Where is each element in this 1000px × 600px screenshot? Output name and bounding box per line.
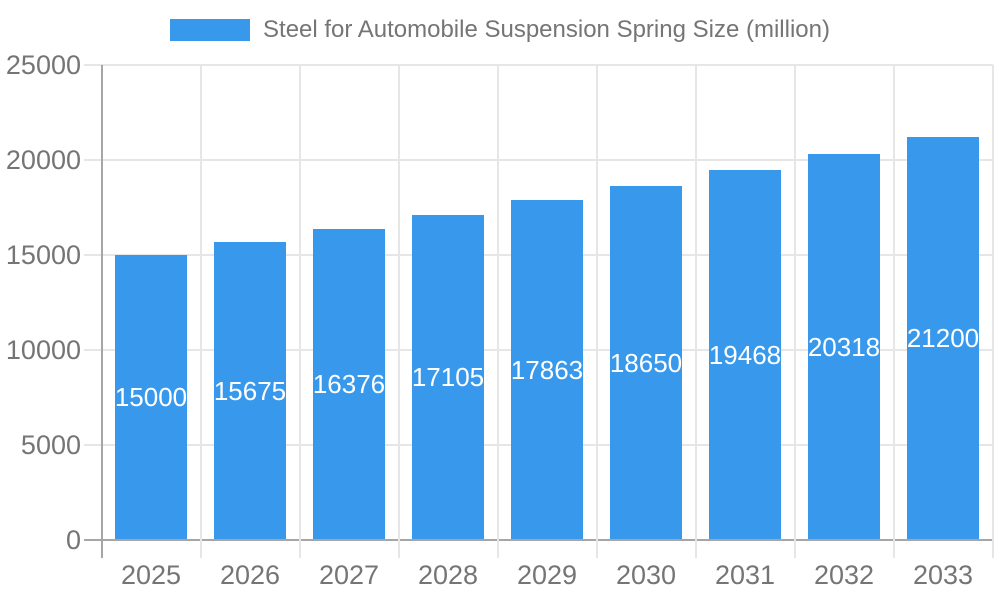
y-tick-label: 10000 bbox=[5, 334, 81, 365]
bar bbox=[412, 214, 484, 540]
gridline-vertical bbox=[793, 65, 796, 558]
bar bbox=[313, 228, 385, 540]
gridline-vertical bbox=[397, 65, 400, 558]
bar-value-label: 16376 bbox=[312, 369, 386, 400]
bar-value-label: 15675 bbox=[213, 375, 287, 406]
x-tick-label: 2028 bbox=[417, 560, 479, 590]
bar-value-label: 21200 bbox=[906, 323, 980, 354]
legend: Steel for Automobile Suspension Spring S… bbox=[0, 13, 1000, 47]
x-tick-label: 2029 bbox=[516, 560, 578, 590]
y-tick-label: 15000 bbox=[5, 239, 81, 270]
bar-value-label: 17863 bbox=[510, 354, 584, 385]
gridline-vertical bbox=[298, 65, 301, 558]
bar bbox=[214, 241, 286, 540]
bar-value-label: 17105 bbox=[411, 362, 485, 393]
gridline-vertical bbox=[496, 65, 499, 558]
x-tick-label: 2032 bbox=[813, 560, 875, 590]
x-tick-label: 2030 bbox=[615, 560, 677, 590]
y-tick-label: 5000 bbox=[20, 429, 81, 460]
bar bbox=[511, 200, 583, 540]
y-tick-label: 20000 bbox=[5, 144, 81, 175]
gridline-vertical bbox=[595, 65, 598, 558]
gridline-horizontal bbox=[83, 64, 993, 66]
bar-value-label: 18650 bbox=[609, 347, 683, 378]
gridline-vertical bbox=[199, 65, 202, 558]
x-tick-label: 2031 bbox=[714, 560, 776, 590]
bar-value-label: 19468 bbox=[708, 339, 782, 370]
y-tick-label: 0 bbox=[65, 524, 81, 555]
x-tick-label: 2027 bbox=[318, 560, 380, 590]
x-tick-label: 2026 bbox=[219, 560, 281, 590]
x-tick-label: 2033 bbox=[912, 560, 974, 590]
gridline-vertical bbox=[694, 65, 697, 558]
y-tick-label: 25000 bbox=[5, 50, 81, 80]
bar bbox=[115, 254, 187, 540]
bar bbox=[808, 153, 880, 540]
bar-value-label: 20318 bbox=[807, 331, 881, 362]
legend-swatch bbox=[170, 19, 251, 41]
bar bbox=[709, 169, 781, 540]
gridline-vertical bbox=[892, 65, 895, 558]
x-axis-line bbox=[83, 538, 993, 541]
legend-label: Steel for Automobile Suspension Spring S… bbox=[263, 16, 830, 43]
bar bbox=[907, 137, 979, 540]
gridline-horizontal bbox=[83, 158, 993, 161]
y-axis-line bbox=[100, 65, 103, 558]
gridline-vertical bbox=[991, 65, 994, 558]
bar-value-label: 15000 bbox=[114, 382, 188, 413]
bar bbox=[610, 185, 682, 540]
x-tick-label: 2025 bbox=[120, 560, 182, 590]
